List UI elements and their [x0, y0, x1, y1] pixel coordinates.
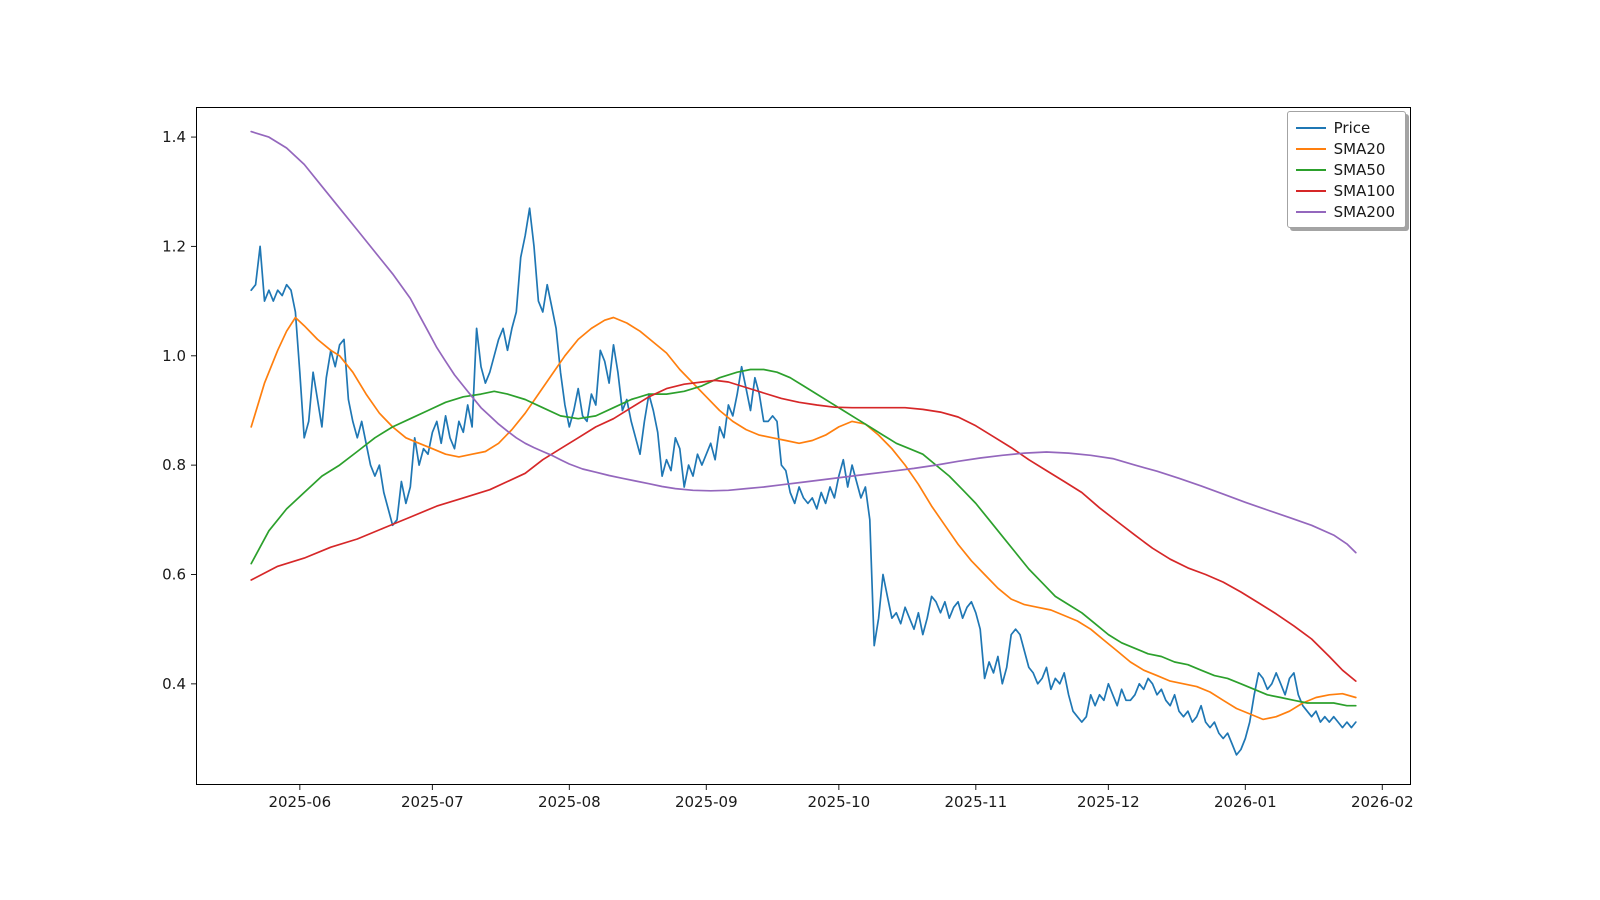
series-line-sma20 [250, 316, 1357, 721]
legend-item-sma50: SMA50 [1295, 159, 1395, 180]
y-tick-label: 1.0 [162, 347, 186, 365]
series-line-sma200 [250, 130, 1357, 554]
series-line-sma100 [250, 379, 1357, 682]
y-tick-label: 1.4 [162, 128, 186, 146]
plot-frame [196, 107, 1411, 785]
series-line-price [250, 207, 1357, 756]
x-tick-label: 2025-11 [944, 793, 1007, 811]
x-tick-label: 2026-02 [1351, 793, 1414, 811]
x-tick-label: 2026-01 [1214, 793, 1277, 811]
y-tick-label: 0.8 [162, 456, 186, 474]
x-tick-label: 2025-09 [675, 793, 738, 811]
legend-item-sma100: SMA100 [1295, 180, 1395, 201]
x-tick-label: 2025-12 [1077, 793, 1140, 811]
series-line-sma50 [250, 368, 1357, 707]
x-tick-label: 2025-08 [538, 793, 601, 811]
y-tick-label: 0.6 [162, 565, 186, 583]
legend-label-sma50: SMA50 [1333, 160, 1386, 179]
legend-label-sma200: SMA200 [1333, 202, 1395, 221]
plot-area: 2025-06 2025-07 2025-08 2025-09 2025-10 2025-… [162, 107, 1414, 811]
legend: Price SMA20 SMA50 SMA100 SMA200 [1286, 111, 1406, 228]
legend-label-sma100: SMA100 [1333, 181, 1395, 200]
legend-line-sample-sma200 [1295, 210, 1326, 213]
x-tick-label: 2025-06 [268, 793, 331, 811]
legend-label-sma20: SMA20 [1333, 139, 1386, 158]
legend-line-sample-sma100 [1295, 189, 1326, 192]
x-tick-label: 2025-07 [401, 793, 464, 811]
legend-line-sample-sma50 [1295, 168, 1326, 171]
y-tick-label: 0.4 [162, 675, 186, 693]
x-tick-label: 2025-10 [808, 793, 871, 811]
legend-label-price: Price [1333, 118, 1371, 137]
legend-item-sma20: SMA20 [1295, 138, 1395, 159]
legend-item-sma200: SMA200 [1295, 201, 1395, 222]
legend-item-price: Price [1295, 117, 1395, 138]
y-tick-label: 1.2 [162, 237, 186, 255]
legend-line-sample-price [1295, 126, 1326, 129]
legend-line-sample-sma20 [1295, 147, 1326, 150]
